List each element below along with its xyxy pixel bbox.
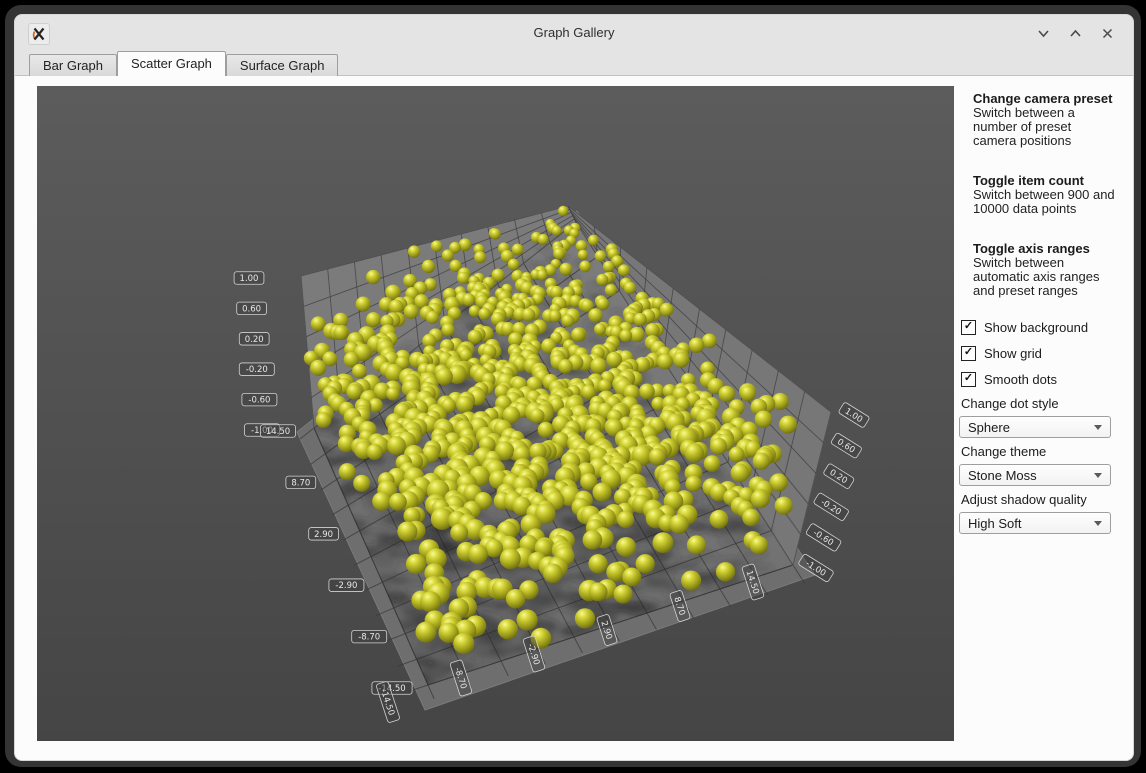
axis-tick-label: -0.20 [238,362,275,376]
svg-text:-14.50: -14.50 [378,684,405,694]
change-camera-preset-button[interactable]: Change camera preset Switch between a nu… [959,92,1133,148]
svg-text:0.20: 0.20 [245,335,264,345]
svg-text:-0.20: -0.20 [246,365,268,375]
svg-text:2.90: 2.90 [314,530,333,540]
close-icon [1102,28,1112,38]
axis-tick-label: 8.70 [285,475,317,490]
checkbox-checked-icon: ✓ [961,345,976,361]
dropdown-value: Stone Moss [968,467,1037,483]
svg-text:-8.70: -8.70 [358,633,380,643]
svg-text:8.70: 8.70 [291,478,310,488]
axis-tick-label: 14.50 [260,424,296,438]
axis-tick-label: -0.60 [241,392,278,407]
show-grid-checkbox[interactable]: ✓ Show grid [959,344,1133,362]
svg-text:-1.00: -1.00 [251,426,273,436]
theme-label: Change theme [961,444,1047,459]
dropdown-value: High Soft [968,515,1022,531]
section-description: Switch between a number of preset camera… [973,105,1075,148]
titlebar[interactable]: Graph Gallery [15,15,1133,51]
checkbox-label: Show background [984,319,1089,335]
axis-tick-label: 2.90 [308,527,339,541]
tab-surface-graph[interactable]: Surface Graph [225,54,339,76]
svg-text:1.00: 1.00 [240,274,259,284]
chevron-down-icon [1094,425,1102,430]
checkbox-checked-icon: ✓ [961,319,976,335]
axis-tick-label: -1.00 [244,423,280,437]
toggle-axis-ranges-button[interactable]: Toggle axis ranges Switch between automa… [959,242,1133,298]
checkbox-checked-icon: ✓ [961,371,976,387]
chevron-down-icon [1094,473,1102,478]
chevron-down-icon [1094,521,1102,526]
section-title: Toggle axis ranges [973,241,1090,256]
axis-tick-label: -2.90 [328,578,365,592]
svg-text:-2.90: -2.90 [335,581,357,591]
shadow-quality-label: Adjust shadow quality [961,492,1087,507]
svg-text:-0.60: -0.60 [248,396,270,406]
chevron-up-icon [1069,29,1081,37]
dot-style-label: Change dot style [961,396,1059,411]
section-description: Switch between automatic axis ranges and… [973,255,1100,298]
axis-tick-label: 2.90 [596,614,618,646]
axis-tick-label: -2.90 [522,635,546,673]
graph-gallery-window: Graph Gallery [14,14,1134,761]
chevron-down-icon [1037,29,1049,37]
app-icon [28,23,50,45]
tab-scatter-graph[interactable]: Scatter Graph [116,51,226,76]
theme-dropdown[interactable]: Stone Moss [959,464,1111,486]
dropdown-value: Sphere [968,419,1010,435]
toggle-item-count-button[interactable]: Toggle item count Switch between 900 and… [959,174,1133,216]
section-title: Toggle item count [973,173,1084,188]
axis-tick-label: 8.70 [669,590,691,622]
minimize-button[interactable] [1035,25,1051,41]
checkbox-label: Show grid [984,345,1042,361]
shadow-quality-dropdown[interactable]: High Soft [959,512,1111,534]
axis-tick-label: 0.60 [236,301,267,316]
checkbox-label: Smooth dots [984,371,1057,387]
maximize-button[interactable] [1067,25,1083,41]
window-controls [1035,15,1115,51]
dot-style-dropdown[interactable]: Sphere [959,416,1111,438]
tab-bar-graph[interactable]: Bar Graph [29,54,117,76]
controls-panel: Change camera preset Switch between a nu… [959,92,1133,536]
scatter-3d-canvas[interactable]: 1.000.600.20-0.20-0.60-1.001.000.600.20-… [37,86,954,741]
svg-text:0.60: 0.60 [242,304,261,314]
axis-tick-label: 0.20 [238,332,270,346]
window-title: Graph Gallery [533,25,615,40]
axis-tick-label: 1.00 [233,271,265,285]
axis-tick-label: -8.70 [351,629,388,644]
close-button[interactable] [1099,25,1115,41]
tab-page-scatter: 1.000.600.20-0.20-0.60-1.001.000.600.20-… [15,76,1133,760]
x11-logo-icon [32,27,45,41]
tab-bar: Bar Graph Scatter Graph Surface Graph [15,51,1133,76]
show-background-checkbox[interactable]: ✓ Show background [959,318,1133,336]
axis-tick-label: 0.60 [830,432,862,459]
section-description: Switch between 900 and 10000 data points [973,187,1115,216]
section-title: Change camera preset [973,91,1113,106]
scatter-3d-plot[interactable]: 1.000.600.20-0.20-0.60-1.001.000.600.20-… [37,86,954,741]
smooth-dots-checkbox[interactable]: ✓ Smooth dots [959,370,1133,388]
svg-text:14.50: 14.50 [266,427,290,437]
